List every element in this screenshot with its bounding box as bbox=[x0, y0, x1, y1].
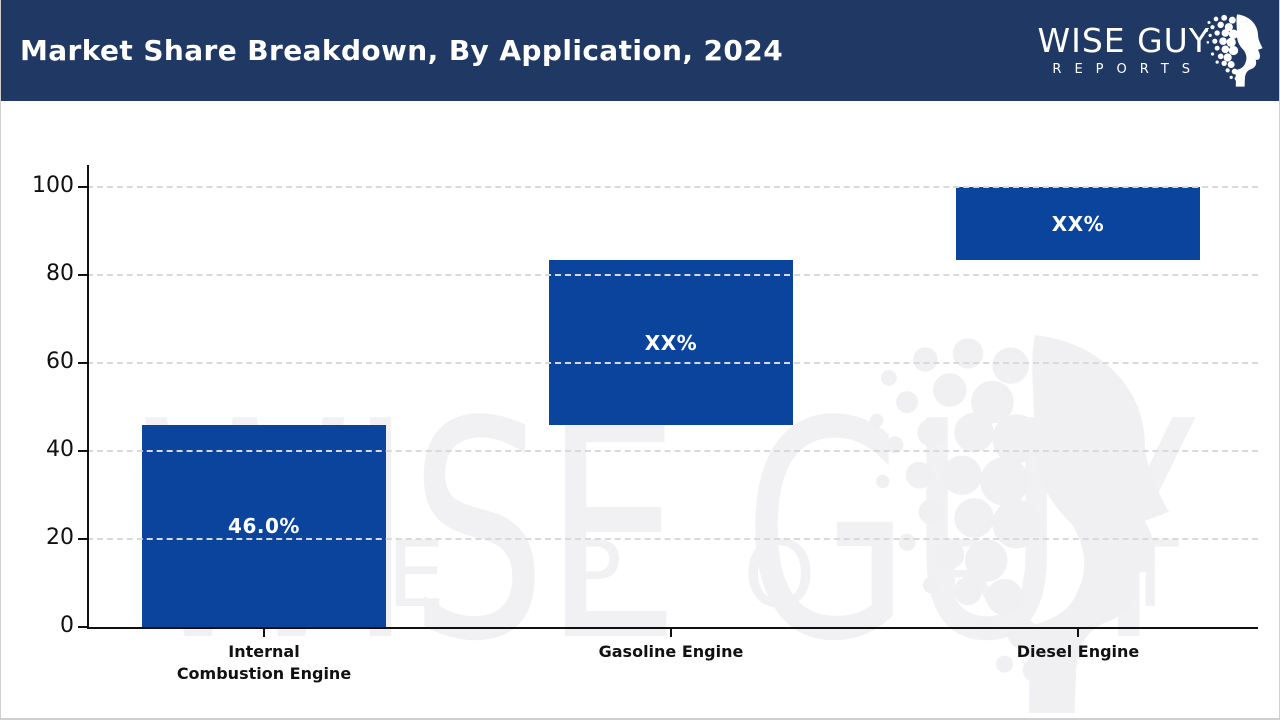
header-bar: Market Share Breakdown, By Application, … bbox=[0, 0, 1280, 101]
y-tick-60 bbox=[78, 362, 87, 364]
brand-logo: WISE GUY REPORTS bbox=[1037, 3, 1272, 98]
bar-gasoline-engine: XX% bbox=[549, 260, 793, 425]
y-tick-40 bbox=[78, 450, 87, 452]
wise-guy-head-icon bbox=[1202, 3, 1272, 98]
x-label-gasoline-engine: Gasoline Engine bbox=[598, 642, 744, 661]
y-tick-label-40: 40 bbox=[46, 437, 74, 462]
bar-diesel-engine: XX% bbox=[956, 187, 1200, 261]
bar-value-label: XX% bbox=[644, 330, 698, 355]
bar-value-label: XX% bbox=[1051, 211, 1105, 236]
bar-internal-combustion-engine: 46.0% bbox=[142, 424, 386, 627]
y-tick-label-20: 20 bbox=[46, 525, 74, 550]
x-tick-internal-combustion-engine bbox=[263, 629, 265, 637]
x-label-diesel-engine: Diesel Engine bbox=[1016, 642, 1140, 661]
bar-value-label: 46.0% bbox=[228, 513, 300, 538]
brand-logo-text: WISE GUY REPORTS bbox=[1037, 24, 1210, 77]
gridline-100 bbox=[87, 186, 1258, 188]
y-axis bbox=[87, 165, 89, 629]
y-tick-label-100: 100 bbox=[32, 173, 74, 198]
y-tick-0 bbox=[78, 626, 87, 628]
y-tick-80 bbox=[78, 274, 87, 276]
y-tick-label-0: 0 bbox=[60, 613, 74, 638]
x-axis bbox=[87, 627, 1258, 629]
gridline-80 bbox=[87, 274, 1258, 276]
y-tick-100 bbox=[78, 186, 87, 188]
brand-subname: REPORTS bbox=[1052, 61, 1204, 77]
chart-area: WISE GUY R E P O R T S 46.0%XX%XX%020406… bbox=[0, 101, 1280, 717]
brand-name: WISE GUY bbox=[1037, 21, 1210, 61]
page-title: Market Share Breakdown, By Application, … bbox=[20, 34, 784, 67]
gridline-40 bbox=[87, 450, 1258, 452]
y-tick-20 bbox=[78, 538, 87, 540]
x-tick-gasoline-engine bbox=[670, 629, 672, 637]
y-tick-label-80: 80 bbox=[46, 261, 74, 286]
gridline-60 bbox=[87, 362, 1258, 364]
y-tick-label-60: 60 bbox=[46, 349, 74, 374]
x-tick-diesel-engine bbox=[1077, 629, 1079, 637]
gridline-20 bbox=[87, 538, 1258, 540]
x-label-internal-combustion-engine: Internal Combustion Engine bbox=[176, 642, 352, 683]
